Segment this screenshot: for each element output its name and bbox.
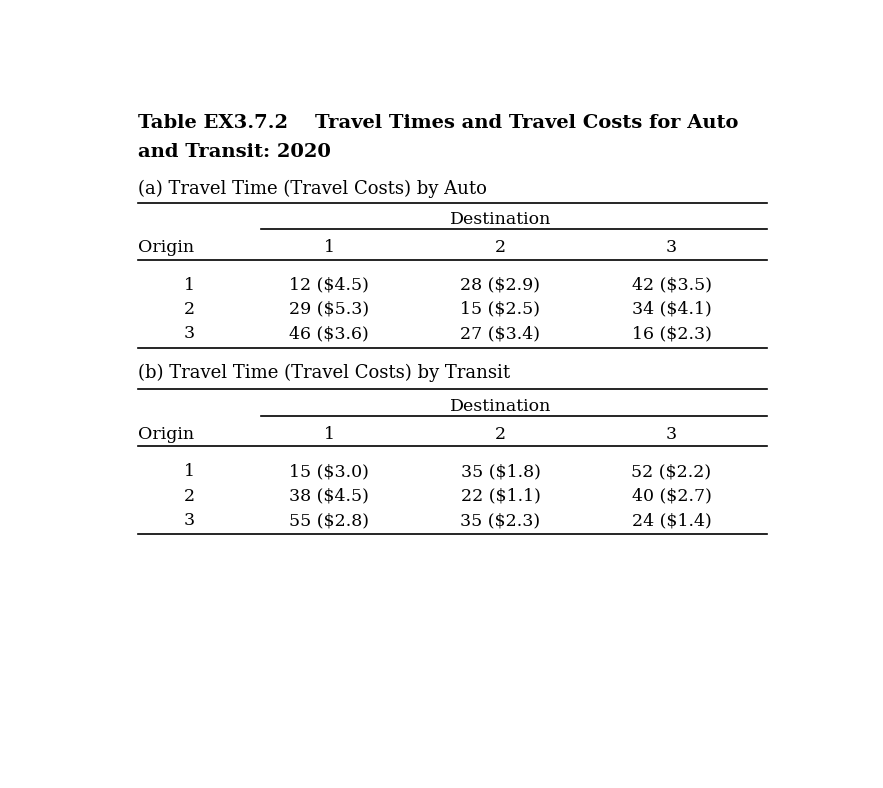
Text: 29 ($5.3): 29 ($5.3) [290,301,369,318]
Text: 3: 3 [184,325,194,342]
Text: (a) Travel Time (Travel Costs) by Auto: (a) Travel Time (Travel Costs) by Auto [138,180,487,198]
Text: Table EX3.7.2    Travel Times and Travel Costs for Auto: Table EX3.7.2 Travel Times and Travel Co… [138,114,738,132]
Text: 2: 2 [494,239,506,256]
Text: 3: 3 [184,512,194,529]
Text: 2: 2 [184,301,194,318]
Text: 3: 3 [666,239,677,256]
Text: 1: 1 [184,277,194,294]
Text: 3: 3 [666,426,677,443]
Text: 16 ($2.3): 16 ($2.3) [631,325,712,342]
Text: 2: 2 [494,426,506,443]
Text: 27 ($3.4): 27 ($3.4) [460,325,540,342]
Text: 12 ($4.5): 12 ($4.5) [290,277,369,294]
Text: Origin: Origin [138,239,194,256]
Text: Origin: Origin [138,426,194,443]
Text: 42 ($3.5): 42 ($3.5) [631,277,712,294]
Text: 46 ($3.6): 46 ($3.6) [290,325,369,342]
Text: 15 ($3.0): 15 ($3.0) [290,463,369,481]
Text: 55 ($2.8): 55 ($2.8) [290,512,369,529]
Text: (b) Travel Time (Travel Costs) by Transit: (b) Travel Time (Travel Costs) by Transi… [138,364,509,382]
Text: 24 ($1.4): 24 ($1.4) [631,512,712,529]
Text: 52 ($2.2): 52 ($2.2) [631,463,712,481]
Text: 40 ($2.7): 40 ($2.7) [631,488,712,505]
Text: 34 ($4.1): 34 ($4.1) [631,301,712,318]
Text: 15 ($2.5): 15 ($2.5) [460,301,540,318]
Text: 1: 1 [184,463,194,481]
Text: Destination: Destination [449,211,551,228]
Text: Destination: Destination [449,398,551,415]
Text: 22 ($1.1): 22 ($1.1) [461,488,540,505]
Text: 35 ($2.3): 35 ($2.3) [460,512,540,529]
Text: 1: 1 [324,239,335,256]
Text: 1: 1 [324,426,335,443]
Text: and Transit: 2020: and Transit: 2020 [138,143,330,161]
Text: 35 ($1.8): 35 ($1.8) [461,463,540,481]
Text: 2: 2 [184,488,194,505]
Text: 28 ($2.9): 28 ($2.9) [460,277,540,294]
Text: 38 ($4.5): 38 ($4.5) [290,488,369,505]
